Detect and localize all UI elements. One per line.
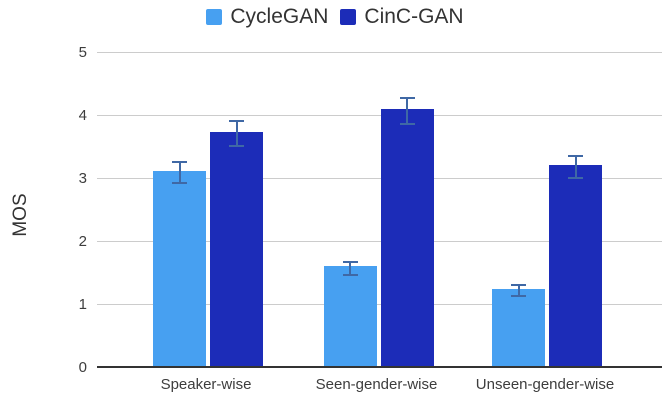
bar-cinc-gan-speaker-wise [210,131,263,366]
y-tick-label: 0 [78,359,87,376]
error-bar-cinc-gan-seen-gender-wise [406,97,408,125]
x-axis-line [97,366,662,368]
error-bar-cap [342,261,358,264]
bar-cyclegan-seen-gender-wise [323,266,377,366]
error-bar-cap [568,177,583,180]
error-bar-cap [399,96,415,99]
error-bar-cap [172,160,187,163]
y-tick-label: 2 [78,233,87,250]
error-bar-cyclegan-seen-gender-wise [349,262,351,275]
error-bar-cap [568,154,583,157]
legend-item-cyclegan: CycleGAN [206,5,328,29]
error-bar-cap [229,145,244,148]
error-bar-cyclegan-unseen-gender-wise [517,284,520,297]
y-axis-title: MOS [10,193,31,237]
y-tick-label: 3 [78,170,87,187]
bar-cinc-gan-seen-gender-wise [380,108,434,366]
gridline [97,304,662,305]
y-tick-label: 4 [78,107,87,124]
chart-legend: CycleGAN CinC-GAN [0,3,670,31]
legend-swatch-icon [340,9,357,25]
error-bar-cap [399,123,415,126]
error-bar-cap [511,283,526,286]
legend-label: CinC-GAN [364,5,464,28]
gridline [97,115,662,116]
error-bar-cinc-gan-speaker-wise [235,121,238,147]
error-bar-cyclegan-speaker-wise [178,161,181,184]
gridline [97,178,662,179]
gridline [97,52,662,53]
legend-label: CycleGAN [230,5,329,28]
error-bar-cinc-gan-unseen-gender-wise [574,155,577,179]
y-tick-label: 1 [78,296,87,313]
legend-swatch-icon [206,9,223,25]
error-bar-cap [511,295,526,298]
x-tick-label-unseen-gender-wise: Unseen-gender-wise [475,376,615,393]
x-tick-label-speaker-wise: Speaker-wise [160,376,252,393]
plot-area [97,52,662,368]
legend-item-cinc-gan: CinC-GAN [340,5,464,29]
bar-cinc-gan-unseen-gender-wise [549,165,602,366]
bar-cyclegan-speaker-wise [153,170,206,366]
error-bar-cap [172,182,187,185]
error-bar-cap [342,273,358,276]
error-bar-cap [229,120,244,123]
bar-cyclegan-unseen-gender-wise [492,288,545,366]
gridline [97,241,662,242]
y-tick-label: 5 [78,44,87,61]
x-tick-label-seen-gender-wise: Seen-gender-wise [315,376,438,393]
